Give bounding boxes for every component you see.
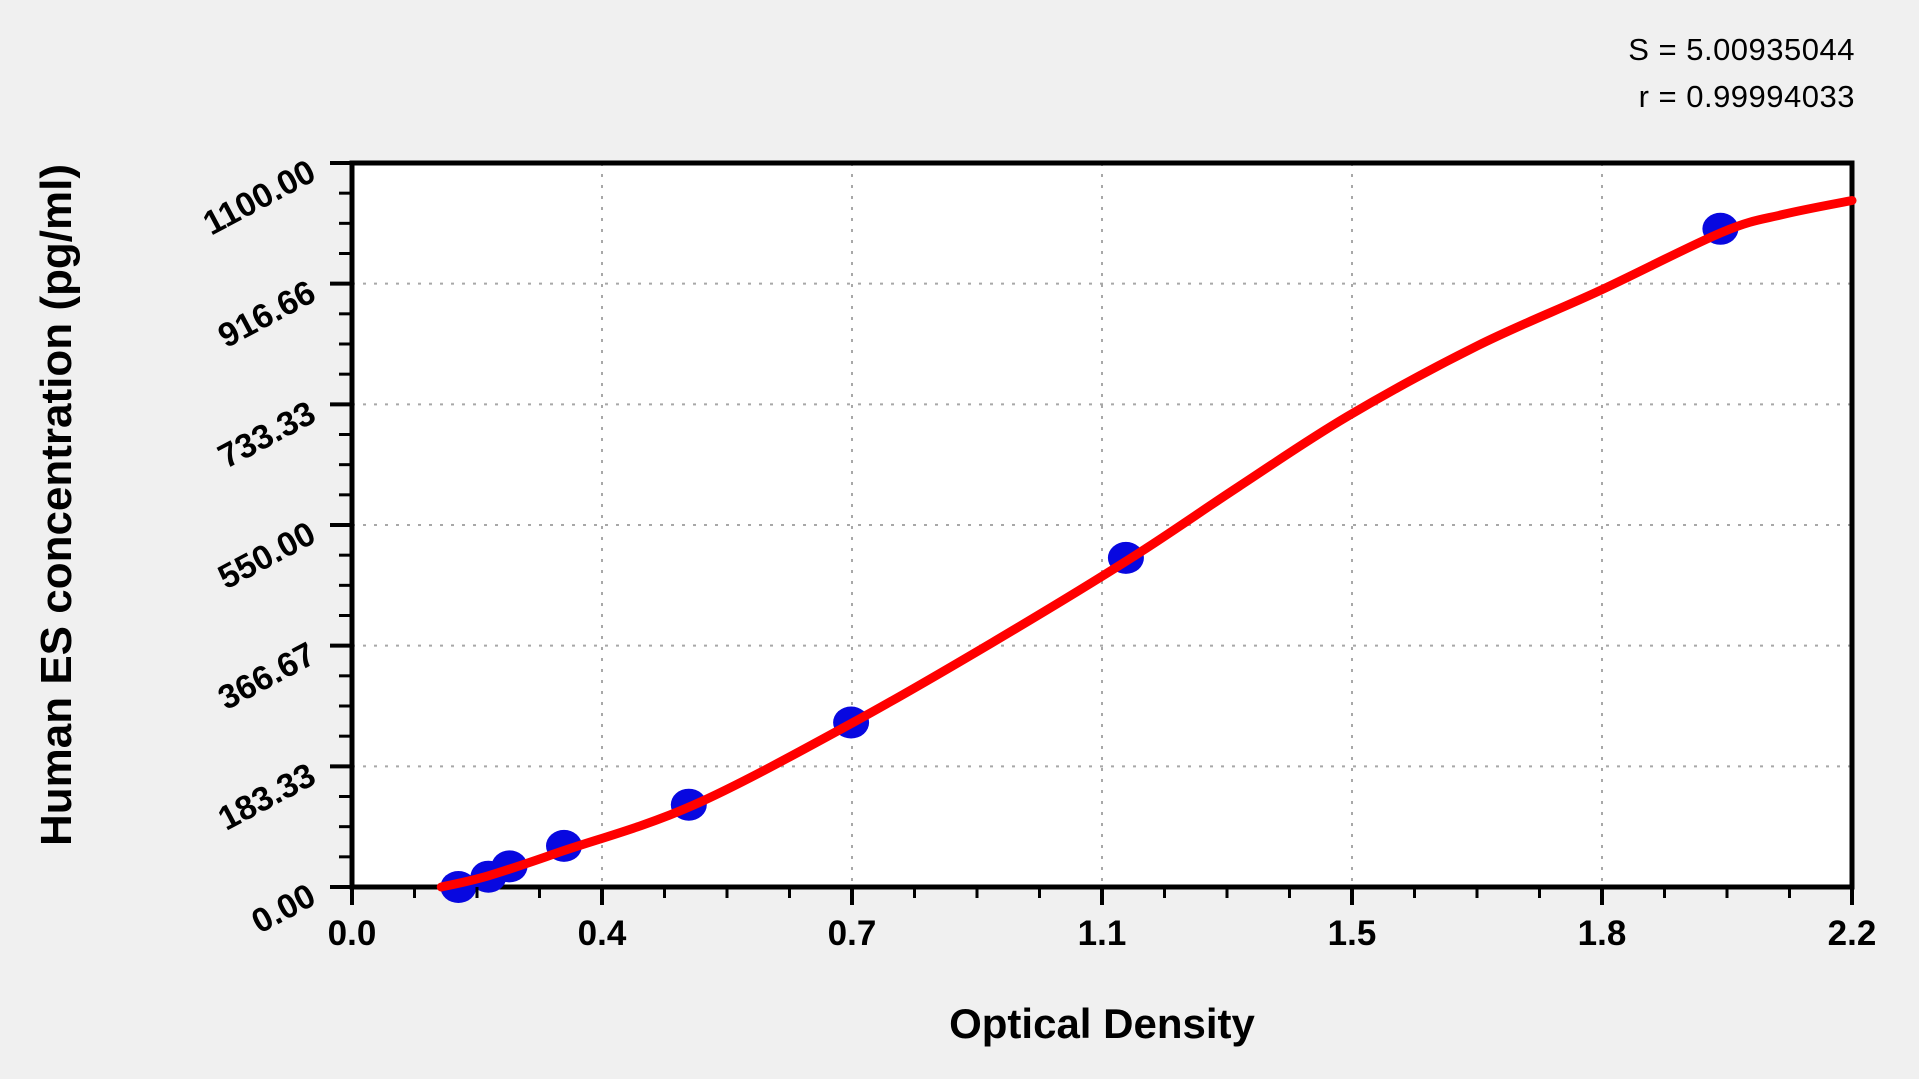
x-tick-label: 0.0: [328, 914, 377, 953]
y-tick-label: 733.33: [212, 394, 322, 476]
stat-r-value: r = 0.99994033: [1638, 79, 1855, 114]
y-tick-label: 366.67: [212, 635, 322, 717]
y-tick-label: 916.66: [212, 273, 322, 355]
y-tick-label: 0.00: [245, 877, 321, 942]
y-tick-label: 1100.00: [197, 153, 322, 243]
stat-s-value: S = 5.00935044: [1628, 32, 1855, 67]
x-tick-label: 2.2: [1828, 914, 1877, 953]
x-tick-label: 1.1: [1078, 914, 1127, 953]
x-tick-label: 1.5: [1328, 914, 1377, 953]
fit-statistics: S = 5.00935044 r = 0.99994033: [1628, 26, 1855, 120]
y-axis-title: Human ES concentration (pg/ml): [32, 163, 81, 847]
y-tick-label: 183.33: [212, 756, 322, 838]
fit-curve: [436, 196, 1857, 892]
x-axis-title: Optical Density: [949, 1000, 1255, 1047]
x-tick-label: 0.7: [828, 914, 877, 953]
y-tick-label: 550.00: [212, 515, 322, 597]
x-tick-label: 0.4: [578, 914, 627, 953]
x-tick-label: 1.8: [1578, 914, 1627, 953]
